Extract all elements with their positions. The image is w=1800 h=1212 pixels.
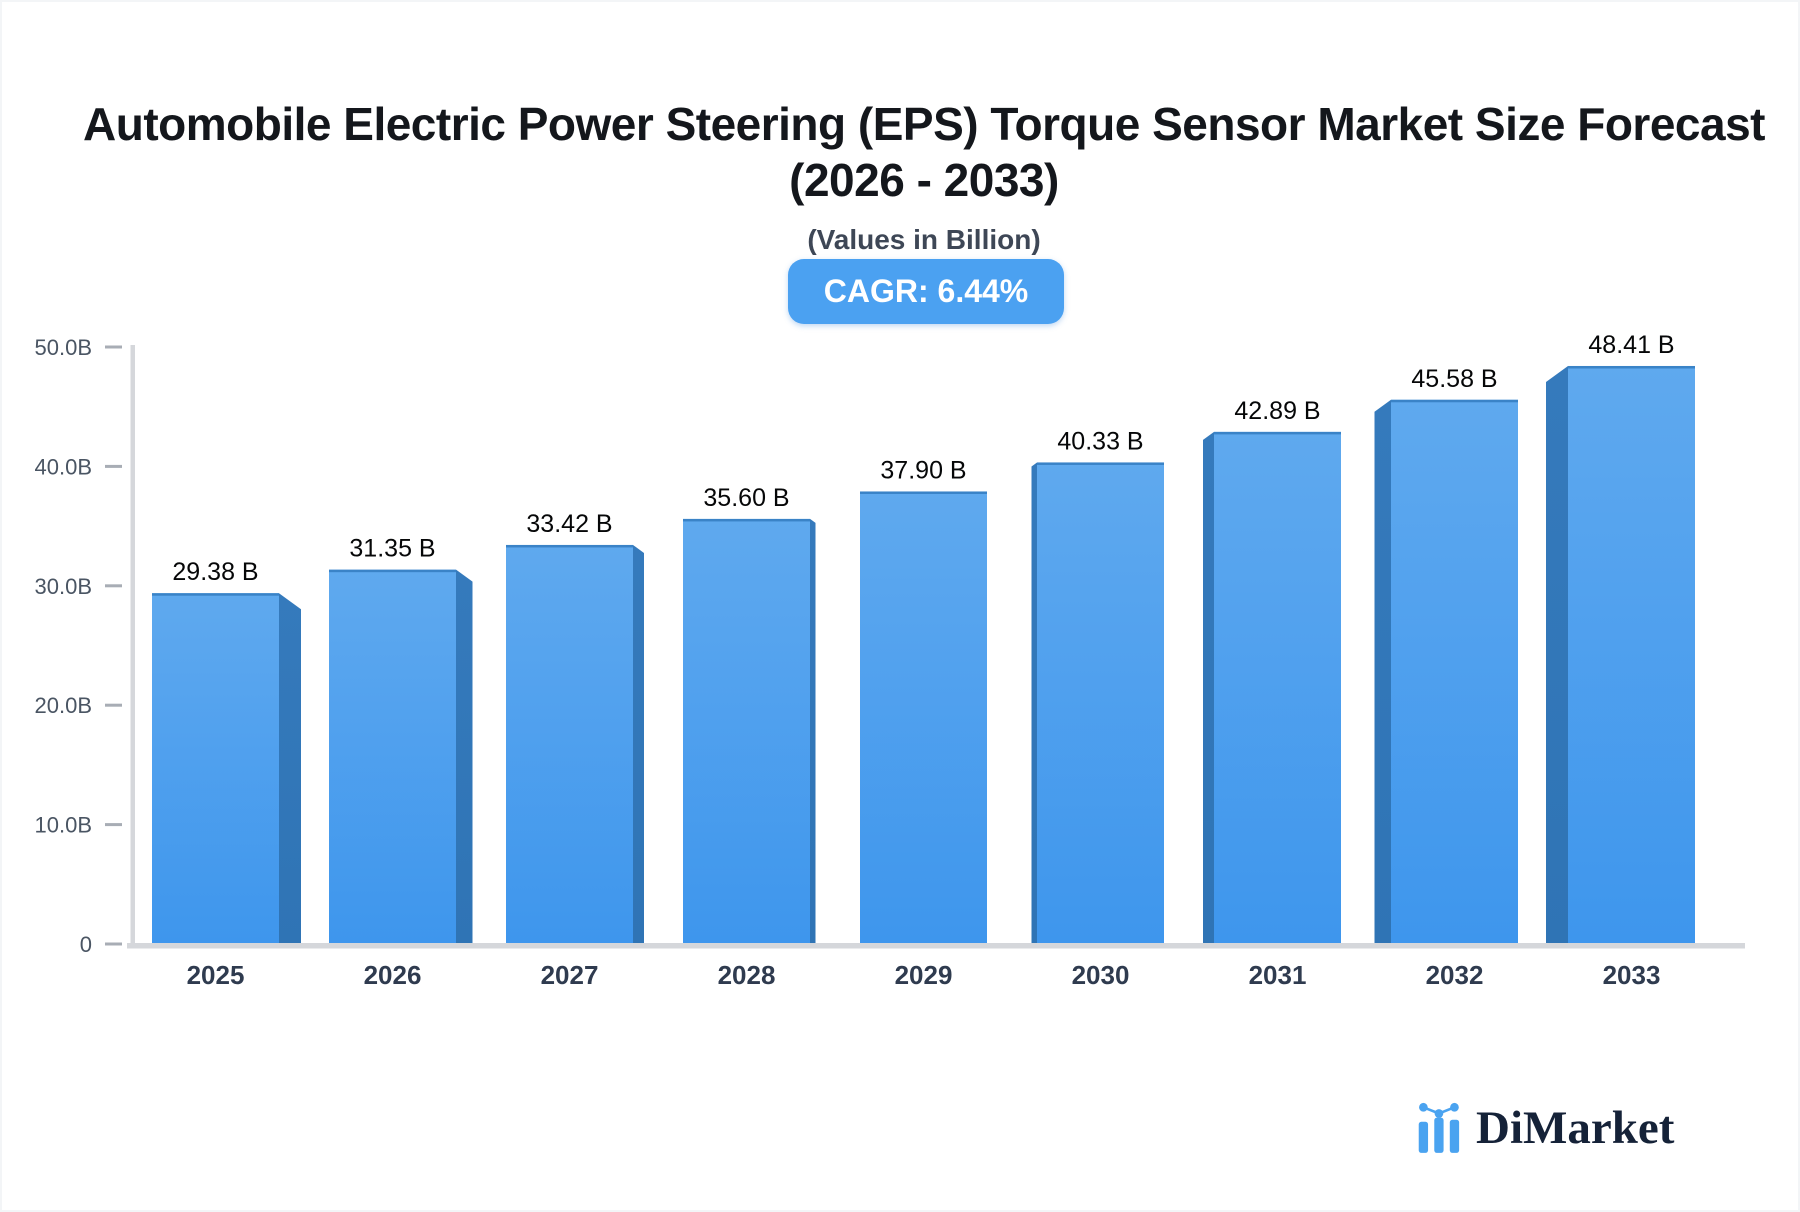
x-axis-label: 2028 [718,960,776,990]
bar-2033[interactable]: 48.41 B 2033 [1546,331,1695,990]
bar-front-face [1037,462,1164,944]
bar-side-face [279,593,301,944]
bar-2029[interactable]: 37.90 B 2029 [860,456,987,990]
bar-side-face [456,569,473,944]
y-axis-tick [105,345,122,349]
bar-front-face [1568,365,1695,944]
y-axis-label: 20.0B [35,693,93,718]
y-axis-label: 50.0B [35,335,93,360]
bar-2032[interactable]: 45.58 B 2032 [1374,365,1519,990]
bar-2025[interactable]: 29.38 B 2025 [152,558,301,990]
bar-2026[interactable]: 31.35 B 2026 [329,535,473,990]
bar-top-edge [1214,431,1341,435]
bar-top-edge [1568,365,1695,369]
dimarket-logo[interactable]: DiMarket [1416,1098,1706,1158]
logo-text: DiMarket [1476,1102,1675,1154]
chart-title-line2: (2026 - 2033) [789,154,1059,206]
bar-value-label: 37.90 B [880,456,966,484]
bar-side-face [1031,462,1037,944]
bar-2030[interactable]: 40.33 B 2030 [1031,427,1165,990]
y-axis-label: 30.0B [35,574,93,599]
bar-value-label: 31.35 B [349,535,435,563]
bar-value-label: 45.58 B [1411,365,1497,393]
x-axis-label: 2032 [1426,960,1484,990]
bar-front-face [860,491,987,944]
bar-front-face [506,544,633,944]
bar-front-face [683,518,810,944]
y-axis-line [130,345,135,949]
bar-top-edge [1037,462,1164,465]
x-axis-label: 2031 [1249,960,1307,990]
bar-value-label: 33.42 B [526,510,612,538]
y-axis-tick [105,823,122,827]
bar-value-label: 40.33 B [1057,427,1143,455]
bar-front-face [152,593,279,944]
bar-side-face [1374,399,1391,945]
chart-title: Automobile Electric Power Steering (EPS)… [24,96,1798,208]
chart-subtitle: (Values in Billion) [807,224,1041,255]
bar-top-edge [329,569,456,573]
bar-side-face [1203,431,1214,944]
bar-front-face [1391,399,1518,945]
y-axis-tick [105,584,122,588]
bar-2028[interactable]: 35.60 B 2028 [683,484,816,990]
bar-front-face [1214,431,1341,944]
bar-value-label: 29.38 B [172,558,258,586]
bar-top-edge [860,491,987,494]
y-axis-label: 10.0B [35,813,93,838]
x-axis-label: 2030 [1072,960,1130,990]
x-axis-label: 2026 [364,960,422,990]
x-axis-line [127,943,1745,949]
x-axis-label: 2033 [1603,960,1661,990]
chart-title-line1: Automobile Electric Power Steering (EPS)… [83,98,1765,150]
bar-2031[interactable]: 42.89 B 2031 [1203,397,1341,990]
bar-side-face [1546,365,1568,944]
bar-side-face [810,518,816,944]
y-axis-tick [105,703,122,707]
bar-top-edge [1391,399,1518,403]
bar-top-edge [506,544,633,548]
bar-value-label: 48.41 B [1588,331,1674,359]
x-axis-label: 2025 [187,960,245,990]
x-axis-label: 2029 [895,960,953,990]
x-axis-label: 2027 [541,960,599,990]
y-axis-label: 0 [80,932,92,957]
bar-top-edge [152,593,279,596]
bar-top-edge [683,518,810,522]
y-axis-tick [105,942,122,946]
bar-2027[interactable]: 33.42 B 2027 [506,510,644,990]
y-axis-label: 40.0B [35,454,93,479]
bar-side-face [633,544,644,944]
bar-chart-logo-icon [1418,1102,1460,1153]
bar-front-face [329,569,456,944]
bar-value-label: 35.60 B [703,484,789,512]
cagr-badge: CAGR: 6.44% [788,259,1064,324]
bar-value-label: 42.89 B [1234,397,1320,425]
y-axis-tick [105,464,122,468]
